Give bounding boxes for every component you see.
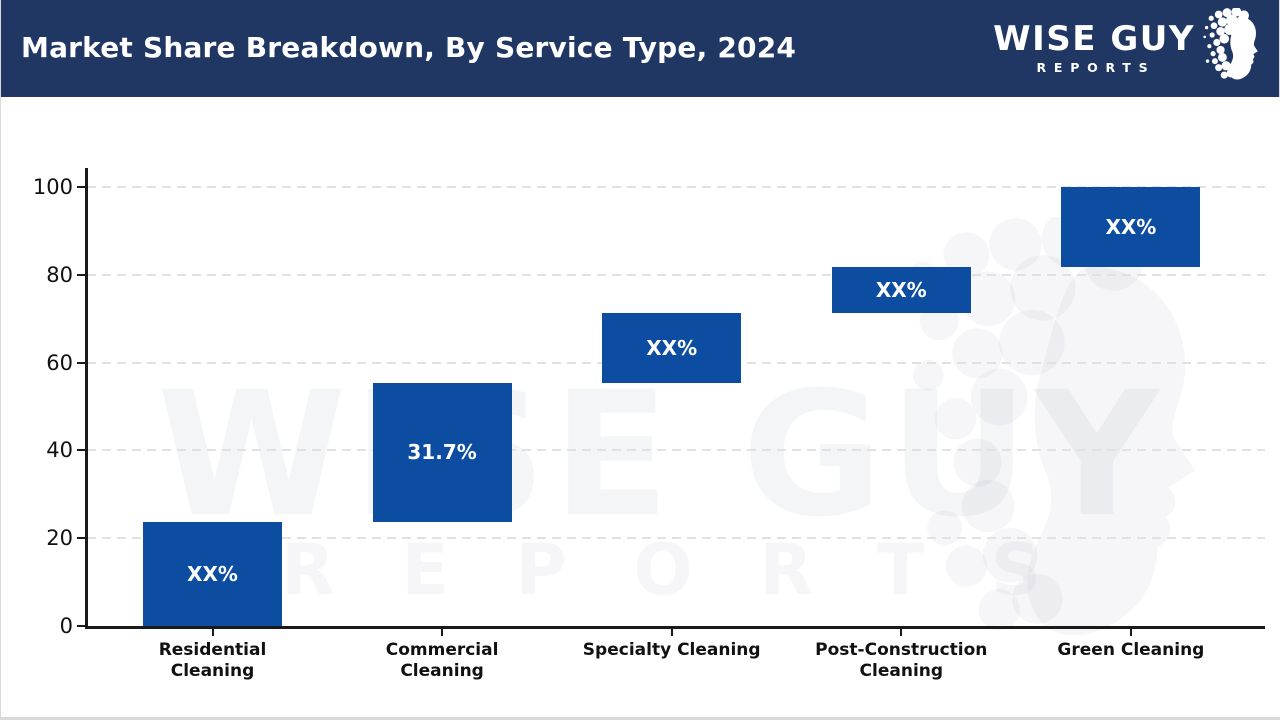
chart-title: Market Share Breakdown, By Service Type,… [21, 31, 797, 65]
gridline-40 [87, 449, 1265, 452]
bar-4: XX% [831, 266, 971, 313]
gridline-20 [87, 537, 1265, 540]
gridline-80 [87, 273, 1265, 276]
logo-face-icon [1203, 7, 1258, 79]
logo-wordmark: WISE GUY REPORTS [993, 22, 1195, 75]
y-tick-label-100: 100 [32, 175, 73, 199]
x-tick-5 [1129, 628, 1132, 636]
watermark-subtext: REPORTS [151, 535, 1171, 605]
y-tick-label-80: 80 [46, 262, 73, 287]
chart-area: WISE GUY REPORTS 020406080100XX%Resident… [1, 97, 1280, 717]
bar-1: XX% [143, 521, 282, 626]
watermark-text: WISE GUY [156, 354, 1166, 555]
x-axis-label-5: Green Cleaning [1015, 640, 1247, 661]
x-tick-3 [670, 628, 673, 636]
gridline-100 [87, 186, 1265, 188]
bar-value-label: 31.7% [407, 440, 477, 465]
y-tick-label-40: 40 [46, 438, 73, 463]
x-axis-label-line: Specialty Cleaning [582, 640, 761, 660]
x-axis-label-1: Residential Cleaning [97, 640, 329, 682]
y-tick-80 [77, 273, 85, 276]
x-tick-1 [211, 628, 214, 636]
y-tick-60 [77, 361, 85, 364]
x-axis-label-2: Commercial Cleaning [326, 640, 558, 682]
bar-2: 31.7% [372, 382, 512, 522]
bar-value-label: XX% [875, 277, 927, 302]
x-axis-label-line: Cleaning [170, 661, 255, 681]
wise-guy-logo: WISE GUY REPORTS [993, 7, 1259, 90]
x-axis-label-line: Residential [158, 640, 267, 660]
x-axis-label-line: Cleaning [859, 661, 944, 681]
x-tick-2 [441, 628, 444, 636]
y-tick-40 [77, 449, 85, 452]
x-tick-4 [900, 628, 903, 636]
bar-value-label: XX% [646, 335, 698, 360]
y-tick-label-0: 0 [59, 614, 73, 638]
bar-value-label: XX% [187, 561, 238, 586]
logo-wordmark-line1: WISE GUY [993, 19, 1195, 59]
y-tick-label-20: 20 [46, 526, 73, 551]
y-axis [85, 168, 88, 628]
x-axis-label-line: Commercial [385, 640, 499, 660]
bar-5: XX% [1061, 187, 1201, 267]
y-tick-label-60: 60 [46, 350, 73, 375]
x-axis-label-line: Post-Construction [815, 640, 988, 660]
plot-area: 0 20 40 60 80 100 XX% Residential Cleaning 31.7% C… [1, 97, 1280, 717]
x-axis-label-line: Green Cleaning [1057, 640, 1205, 660]
x-axis-label-line: Cleaning [400, 661, 484, 681]
y-tick-100 [77, 186, 85, 188]
header: Market Share Breakdown, By Service Type,… [1, 0, 1279, 97]
bar-value-label: XX% [1105, 214, 1157, 239]
x-axis-label-4: Post-Construction Cleaning [785, 640, 1017, 682]
y-tick-20 [77, 537, 85, 540]
x-axis [85, 626, 1265, 629]
x-axis-label-3: Specialty Cleaning [556, 640, 788, 661]
bar-3: XX% [602, 312, 742, 383]
logo-wordmark-line2: REPORTS [1036, 60, 1156, 75]
y-tick-0 [77, 625, 85, 627]
